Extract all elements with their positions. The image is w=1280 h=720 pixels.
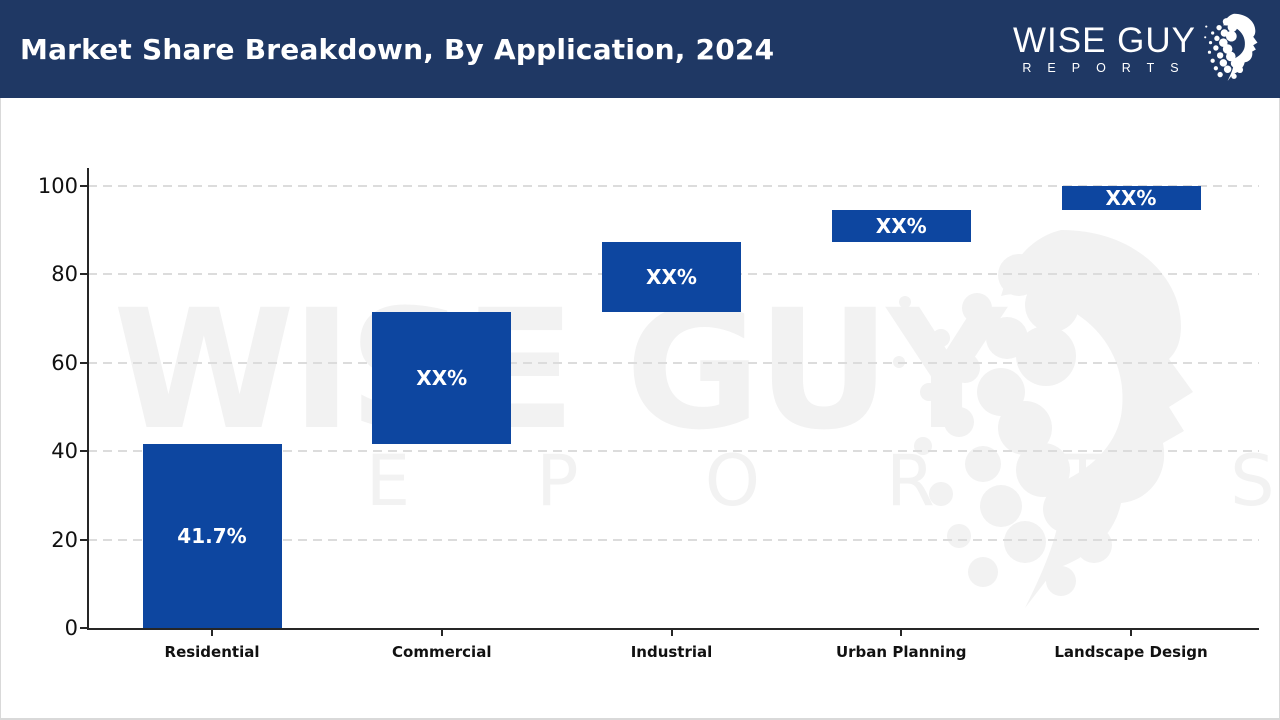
brand-logo: WISE GUY REPORTS — [1013, 10, 1280, 88]
bar-value-label-urban-planning: XX% — [875, 214, 927, 239]
y-tick-label-20: 20 — [51, 527, 78, 552]
x-tick-mark-commercial — [440, 630, 443, 636]
y-axis-line — [87, 168, 90, 630]
y-tick-mark-40 — [80, 450, 88, 453]
x-category-label-commercial: Commercial — [392, 643, 492, 661]
brand-logo-text: WISE GUY REPORTS — [1013, 23, 1196, 75]
y-tick-label-80: 80 — [51, 262, 78, 287]
bar-value-label-landscape-design: XX% — [1105, 186, 1157, 211]
x-tick-mark-residential — [211, 630, 213, 636]
y-tick-label-60: 60 — [51, 350, 78, 375]
dotted-head-logo-icon — [1202, 10, 1266, 88]
bar-urban-planning: XX% — [831, 210, 971, 243]
y-tick-mark-0 — [80, 627, 88, 629]
bar-commercial: XX% — [372, 312, 512, 444]
x-category-label-residential: Residential — [164, 643, 260, 661]
y-tick-mark-80 — [80, 273, 88, 276]
x-tick-mark-industrial — [670, 630, 673, 636]
y-tick-label-100: 100 — [37, 174, 78, 198]
y-tick-mark-20 — [80, 538, 88, 541]
watermark-brand-name: WISE GUY — [113, 274, 1006, 466]
gridline-100 — [88, 185, 1259, 187]
bar-residential: 41.7% — [142, 443, 282, 628]
x-category-label-industrial: Industrial — [630, 643, 713, 661]
brand-subname: REPORTS — [1022, 61, 1195, 75]
gridline-60 — [88, 361, 1259, 364]
header-bar: Market Share Breakdown, By Application, … — [0, 0, 1280, 98]
x-tick-mark-urban-planning — [900, 630, 903, 636]
bar-industrial: XX% — [602, 242, 741, 312]
x-category-label-urban-planning: Urban Planning — [835, 643, 967, 661]
bar-landscape-design: XX% — [1061, 186, 1201, 211]
bar-value-label-industrial: XX% — [646, 265, 697, 290]
page-title: Market Share Breakdown, By Application, … — [20, 32, 775, 66]
bar-value-label-commercial: XX% — [416, 366, 468, 391]
y-tick-label-0: 0 — [64, 616, 78, 640]
brand-name: WISE GUY — [1012, 21, 1196, 60]
gridline-20 — [88, 538, 1259, 541]
x-category-label-landscape-design: Landscape Design — [1054, 643, 1208, 661]
y-tick-mark-60 — [80, 361, 88, 364]
gridline-40 — [88, 450, 1259, 453]
y-tick-label-40: 40 — [51, 439, 78, 464]
x-tick-mark-landscape-design — [1130, 630, 1132, 636]
x-axis-line — [87, 628, 1259, 631]
chart-panel: WISE GUY R E P O R T S 0 20 40 60 80 100 41.7%… — [0, 98, 1280, 720]
bar-value-label-residential: 41.7% — [177, 523, 247, 548]
y-tick-mark-100 — [80, 185, 88, 187]
